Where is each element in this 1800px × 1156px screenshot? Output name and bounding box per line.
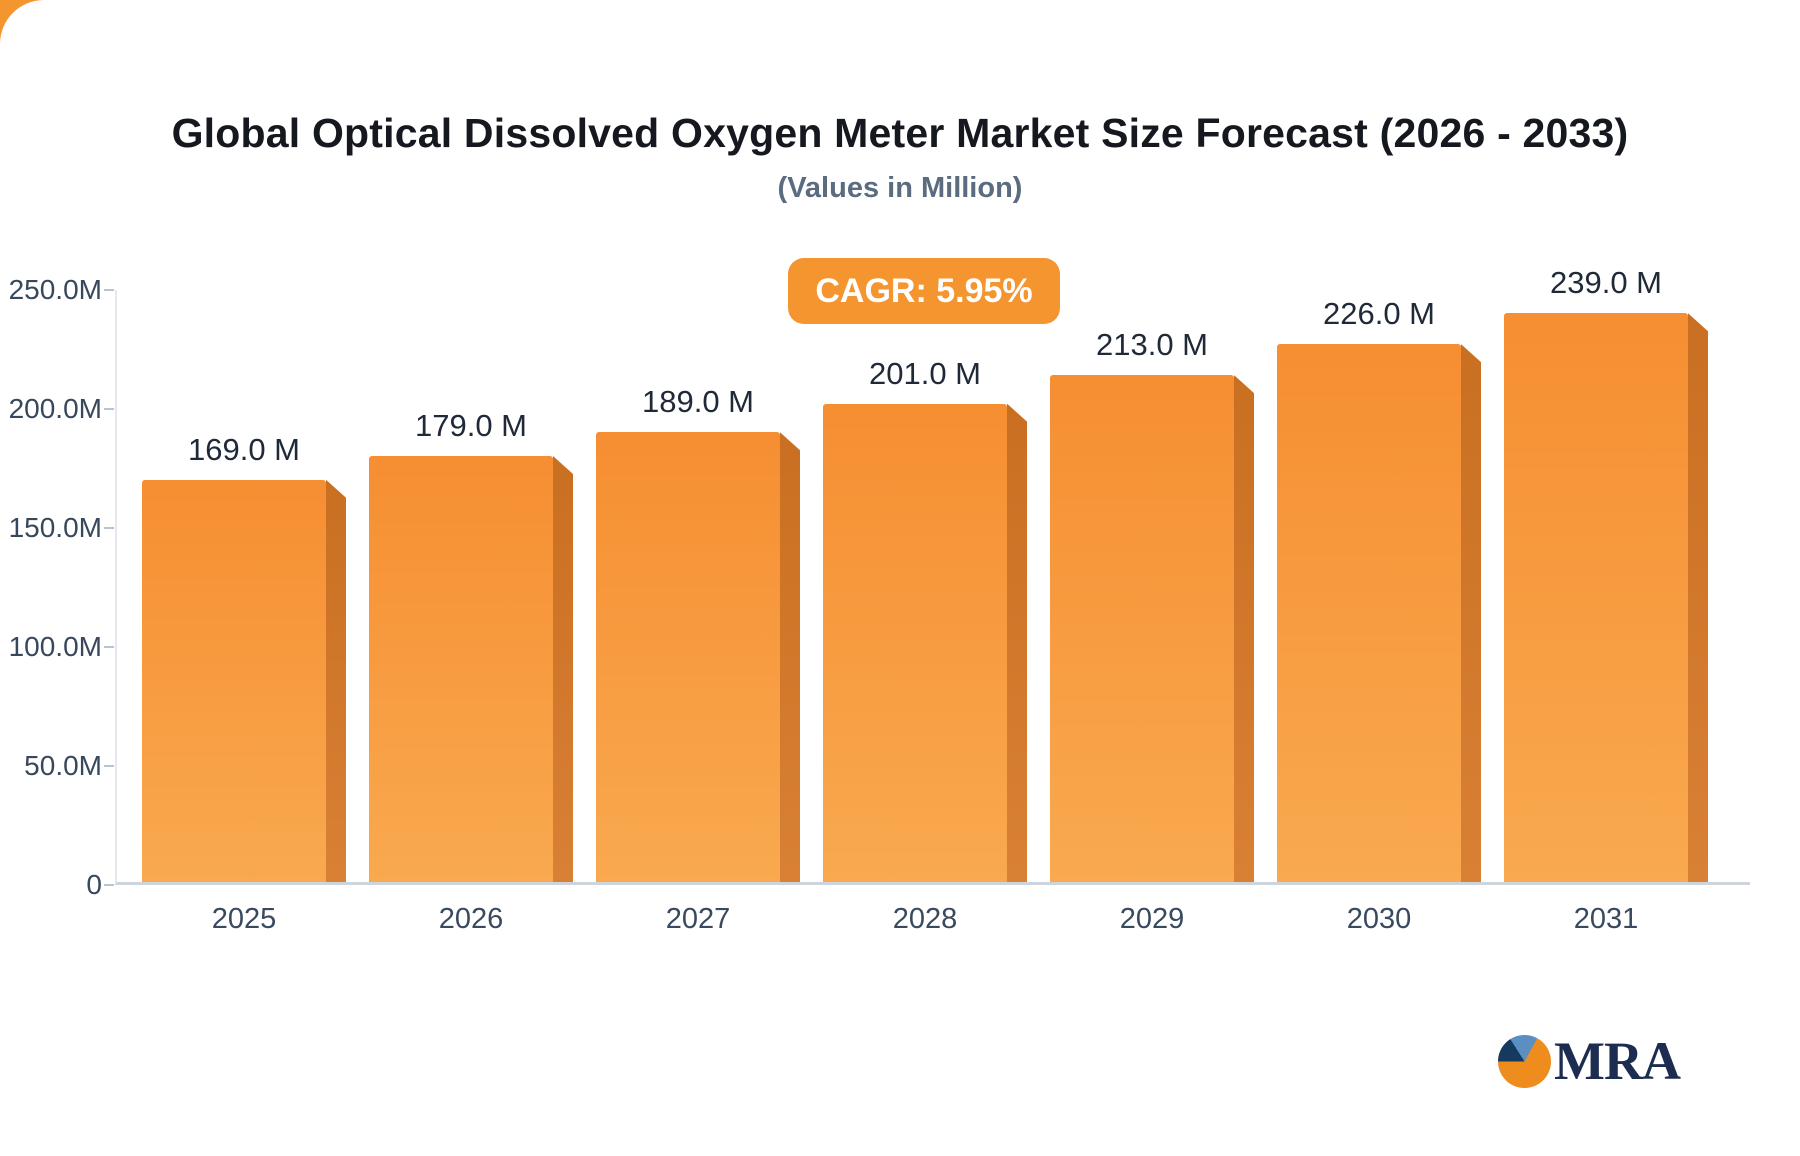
y-axis-tick-mark [104,289,114,291]
bar-side-shading [1007,403,1027,882]
bar-group: 189.0 M 2027 [596,290,800,935]
y-axis-tick-mark [104,527,114,529]
bar-group: 239.0 M 2031 [1504,265,1708,935]
bar-side-shading [553,455,573,882]
cagr-badge: CAGR: 5.95% [788,258,1060,324]
x-axis-label: 2025 [211,903,277,935]
x-axis-label: 2031 [1573,903,1639,935]
y-axis-tick-label: 0 [86,869,102,900]
bar [1277,344,1461,882]
bar-group: 213.0 M 2029 [1050,290,1254,935]
bar-value-label: 201.0 M [868,355,981,391]
bar-value-label: 213.0 M [1095,327,1208,363]
y-axis-tick-mark [104,765,114,767]
brand-logo-text: MRA [1554,1031,1681,1091]
chart-title: Global Optical Dissolved Oxygen Meter Ma… [171,110,1629,156]
brand-logo: MRA [1498,1031,1681,1091]
y-axis-tick-label: 200.0M [8,393,102,424]
pie-chart-icon [1498,1034,1551,1088]
y-axis-tick-mark [104,408,114,410]
bar-group: 226.0 M 2030 [1277,290,1481,935]
x-axis-label: 2029 [1119,903,1185,935]
x-axis-label: 2030 [1346,903,1412,935]
bar-group: 169.0 M 2025 [142,290,346,935]
bar [1050,375,1234,882]
y-axis-tick-mark [104,884,114,886]
bar [596,432,780,882]
bar-side-shading [326,479,346,882]
bar [1504,313,1688,882]
bar-value-label: 226.0 M [1322,296,1435,332]
bar-side-shading [1688,313,1708,882]
y-axis-tick-label: 50.0M [24,750,102,781]
x-axis-label: 2027 [665,903,731,935]
bar [142,479,326,882]
chart-subtitle: (Values in Million) [777,172,1023,204]
bar-value-label: 189.0 M [641,384,754,420]
y-axis-tick-label: 150.0M [8,512,102,543]
bar-side-shading [1461,344,1481,882]
bar-value-label: 179.0 M [414,407,527,443]
bar-side-shading [1234,375,1254,882]
bar-value-label: 239.0 M [1549,265,1662,301]
bar-group: 201.0 M 2028 [823,290,1027,935]
bar-side-shading [780,432,800,882]
bar-value-label: 169.0 M [187,431,300,467]
y-axis-tick-label: 100.0M [8,631,102,662]
y-axis-tick-mark [104,646,114,648]
x-axis-label: 2026 [438,903,504,935]
plot-area: 169.0 M 2025 179.0 M 2026 189.0 M 2027 201.0 M… [115,265,1750,935]
bar-group: 179.0 M 2026 [369,290,573,935]
bar [369,455,553,882]
x-axis-label: 2028 [892,903,958,935]
bar [823,403,1007,882]
corner-accent-mask [0,0,88,88]
y-axis-tick-label: 250.0M [8,274,102,305]
